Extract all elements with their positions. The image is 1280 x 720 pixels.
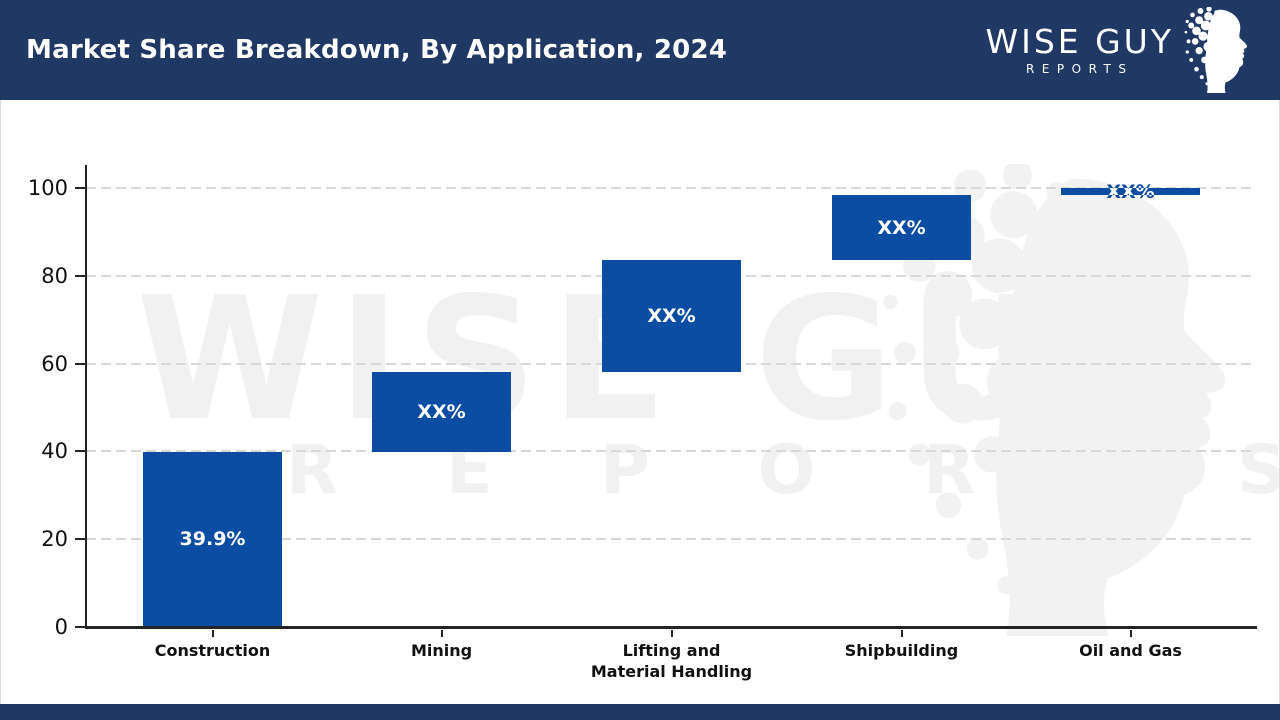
y-tick-label-40: 40: [41, 439, 68, 464]
bar-value-label-shipbuilding: XX%: [877, 216, 926, 239]
plot-area: 02040608010039.9%39.9%ConstructionXX%XX%…: [28, 176, 1256, 681]
gridline-20: [86, 538, 1256, 541]
brand-logo: WISE GUY REPORTS: [985, 7, 1254, 93]
bar-value-label-construction: 39.9%: [179, 528, 246, 551]
bar-oil-and-gas: XX%: [1061, 188, 1200, 196]
bar-value-label-lifting-and-material-handling: XX%: [647, 304, 696, 327]
y-tick-40: [75, 450, 86, 453]
y-tick-label-100: 100: [27, 176, 68, 200]
gridline-40: [86, 450, 1256, 453]
x-tick-oil-and-gas: [1129, 630, 1132, 637]
brand-logo-text: WISE GUY REPORTS: [985, 25, 1174, 76]
y-tick-100: [75, 187, 86, 189]
bar-value-label-oil-and-gas: XX%: [1106, 188, 1154, 195]
x-label-lifting-and-material-handling: Lifting and Material Handling: [590, 641, 753, 681]
footer-bar: [0, 704, 1280, 720]
bar-shipbuilding: XX%: [832, 195, 971, 260]
x-tick-construction: [211, 630, 214, 637]
y-tick-label-60: 60: [41, 351, 68, 376]
gridline-100: [86, 187, 1256, 189]
bar-construction: 39.9%: [143, 451, 282, 627]
x-label-oil-and-gas: Oil and Gas: [1079, 641, 1182, 660]
x-label-shipbuilding: Shipbuilding: [844, 641, 959, 660]
y-tick-60: [75, 362, 86, 365]
y-tick-label-20: 20: [41, 527, 68, 552]
y-tick-label-80: 80: [41, 263, 68, 288]
brand-name: WISE GUY: [985, 21, 1174, 61]
bar-lifting-and-material-handling: XX%: [602, 259, 741, 372]
y-tick-label-0: 0: [54, 615, 68, 639]
y-tick-0: [75, 626, 86, 628]
x-axis-line: [85, 626, 1257, 629]
header-bar: Market Share Breakdown, By Application, …: [0, 0, 1280, 100]
y-tick-20: [75, 538, 86, 541]
brand-subname: REPORTS: [1025, 61, 1134, 76]
x-label-construction: Construction: [154, 641, 271, 660]
bar-mining: XX%: [372, 371, 511, 452]
y-tick-80: [75, 274, 86, 277]
chart-title: Market Share Breakdown, By Application, …: [26, 35, 728, 65]
bar-value-label-mining: XX%: [417, 400, 466, 423]
x-label-mining: Mining: [410, 641, 473, 660]
x-tick-shipbuilding: [900, 630, 903, 637]
brand-face-icon: [1180, 7, 1254, 93]
x-tick-mining: [440, 630, 443, 637]
chart-canvas: WISE GUY R E P O R T S 0 20 40 60 80 100 39.9%…: [0, 100, 1280, 704]
y-axis-line: [85, 165, 87, 629]
x-tick-lifting-and-material-handling: [670, 630, 673, 637]
